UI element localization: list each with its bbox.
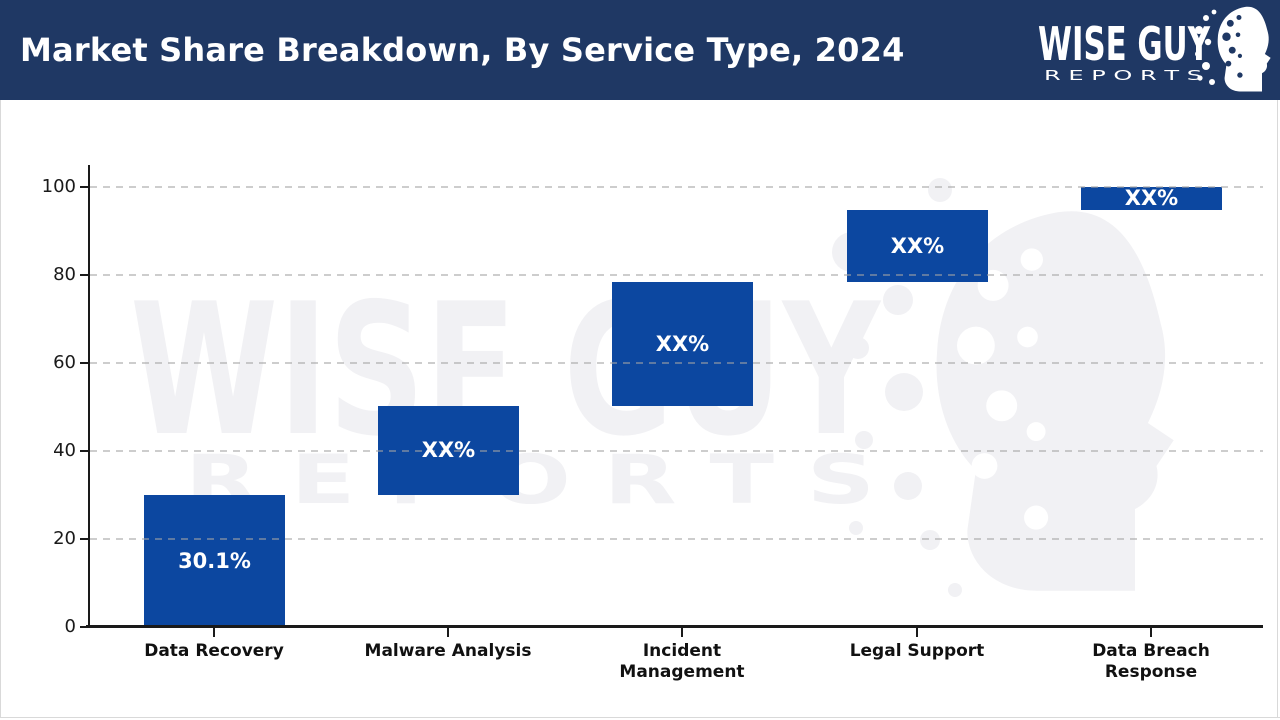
x-tick-label-1: Data Recovery [144,641,284,661]
x-tick-2 [447,628,449,637]
bar-label-2: XX% [421,438,476,462]
gridline-80 [90,274,1263,276]
bar-label-1: 30.1% [178,549,251,573]
gridline-60 [90,362,1263,364]
watermark-sub: R E P O R T S [185,441,875,520]
bar-3 [612,281,753,407]
x-tick-label-4: Legal Support [849,641,985,661]
x-tick-3 [681,628,683,637]
y-tick-label-40: 40 [53,440,76,461]
y-tick-80 [80,274,89,276]
y-tick-60 [80,362,89,364]
page-border-right [1277,100,1278,718]
y-tick-100 [80,186,89,188]
bar-label-3: XX% [655,332,710,356]
y-axis-line [88,165,90,627]
page-title: Market Share Breakdown, By Service Type,… [20,31,905,69]
gridline-40 [90,450,1263,452]
brand-logo: WISE GUY R E P O R T S [1038,6,1271,92]
page-border-left [0,100,1,718]
x-tick-4 [916,628,918,637]
y-tick-label-100: 100 [41,176,76,197]
x-tick-label-3: Incident Management [619,641,745,682]
bar-label-5: XX% [1124,186,1179,210]
y-tick-label-80: 80 [53,264,76,285]
header-bar: Market Share Breakdown, By Service Type,… [0,0,1280,100]
brand-name: WISE GUY [1038,17,1210,71]
x-tick-5 [1150,628,1152,637]
brand-sub: R E P O R T S [1044,68,1202,84]
x-tick-label-2: Malware Analysis [364,641,532,661]
y-tick-40 [80,450,89,452]
brand-head-icon [1195,6,1271,92]
bar-1 [144,494,285,627]
gridline-20 [90,538,1263,540]
y-tick-label-0: 0 [64,616,76,637]
bar-label-4: XX% [890,234,945,258]
y-tick-label-20: 20 [53,528,76,549]
bar-4 [847,209,988,282]
watermark-head-icon [936,211,1174,591]
page-border-bottom [0,717,1280,718]
gridline-100 [90,186,1263,188]
y-tick-0 [80,626,89,628]
y-tick-label-60: 60 [53,352,76,373]
x-tick-1 [213,628,215,637]
x-tick-label-5: Data Breach Response [1092,641,1210,682]
bar-5 [1081,187,1222,210]
x-axis-line [86,625,1263,628]
y-tick-20 [80,538,89,540]
